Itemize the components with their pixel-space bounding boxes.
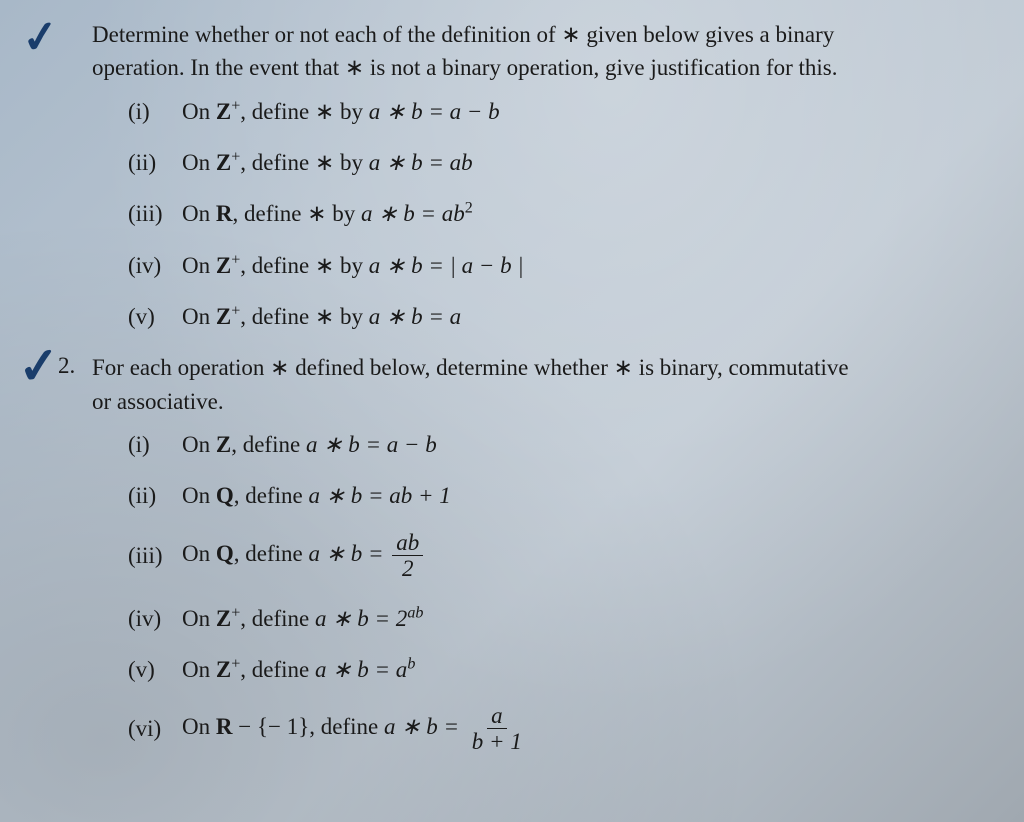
item-content: On R − {− 1}, define a ∗ b = ab + 1 <box>182 704 529 753</box>
item-label: (iv) <box>128 602 182 635</box>
q1-item-i: (i) On Z+, define ∗ by a ∗ b = a − b <box>128 95 1014 128</box>
item-label: (v) <box>128 653 182 686</box>
item-content: On Z, define a ∗ b = a − b <box>182 428 437 461</box>
item-content: On Z+, define a ∗ b = 2ab <box>182 602 423 635</box>
q1-items: (i) On Z+, define ∗ by a ∗ b = a − b (ii… <box>128 95 1014 334</box>
q1-item-v: (v) On Z+, define ∗ by a ∗ b = a <box>128 300 1014 333</box>
fraction: ab + 1 <box>468 704 526 753</box>
q2-item-iv: (iv) On Z+, define a ∗ b = 2ab <box>128 602 1014 635</box>
q2-item-i: (i) On Z, define a ∗ b = a − b <box>128 428 1014 461</box>
item-label: (ii) <box>128 479 182 512</box>
fraction: ab2 <box>392 531 423 580</box>
item-content: On Z+, define ∗ by a ∗ b = a − b <box>182 95 500 128</box>
q2-line1: For each operation ∗ defined below, dete… <box>92 355 849 380</box>
item-label: (vi) <box>128 712 182 745</box>
q2-item-vi: (vi) On R − {− 1}, define a ∗ b = ab + 1 <box>128 704 1014 753</box>
pen-check-icon: ✓ <box>16 336 62 397</box>
question-1: ✓ Determine whether or not each of the d… <box>30 18 1014 333</box>
item-label: (v) <box>128 300 182 333</box>
item-content: On Q, define a ∗ b = ab + 1 <box>182 479 451 512</box>
q1-line2: operation. In the event that ∗ is not a … <box>92 55 838 80</box>
q1-item-ii: (ii) On Z+, define ∗ by a ∗ b = ab <box>128 146 1014 179</box>
q1-item-iii: (iii) On R, define ∗ by a ∗ b = ab2 <box>128 197 1014 230</box>
item-content: On Z+, define ∗ by a ∗ b = ab <box>182 146 473 179</box>
q2-line2: or associative. <box>92 389 224 414</box>
q2-text: For each operation ∗ defined below, dete… <box>92 351 1014 418</box>
item-label: (ii) <box>128 146 182 179</box>
question-2: ✓ 2. For each operation ∗ defined below,… <box>30 351 1014 753</box>
item-label: (i) <box>128 95 182 128</box>
q2-item-ii: (ii) On Q, define a ∗ b = ab + 1 <box>128 479 1014 512</box>
q1-item-iv: (iv) On Z+, define ∗ by a ∗ b = | a − b … <box>128 249 1014 282</box>
q2-number: 2. <box>58 353 118 379</box>
q2-items: (i) On Z, define a ∗ b = a − b (ii) On Q… <box>128 428 1014 753</box>
item-content: On R, define ∗ by a ∗ b = ab2 <box>182 197 473 230</box>
q1-line1: Determine whether or not each of the def… <box>92 22 834 47</box>
item-label: (iv) <box>128 249 182 282</box>
pen-check-icon: ✓ <box>19 10 61 65</box>
item-content: On Z+, define a ∗ b = ab <box>182 653 415 686</box>
item-label: (i) <box>128 428 182 461</box>
item-label: (iii) <box>128 197 182 230</box>
q2-item-iii: (iii) On Q, define a ∗ b = ab2 <box>128 531 1014 580</box>
item-label: (iii) <box>128 539 182 572</box>
item-content: On Z+, define ∗ by a ∗ b = | a − b | <box>182 249 524 282</box>
q1-text: Determine whether or not each of the def… <box>92 18 1014 85</box>
item-content: On Q, define a ∗ b = ab2 <box>182 531 426 580</box>
q2-item-v: (v) On Z+, define a ∗ b = ab <box>128 653 1014 686</box>
item-content: On Z+, define ∗ by a ∗ b = a <box>182 300 461 333</box>
